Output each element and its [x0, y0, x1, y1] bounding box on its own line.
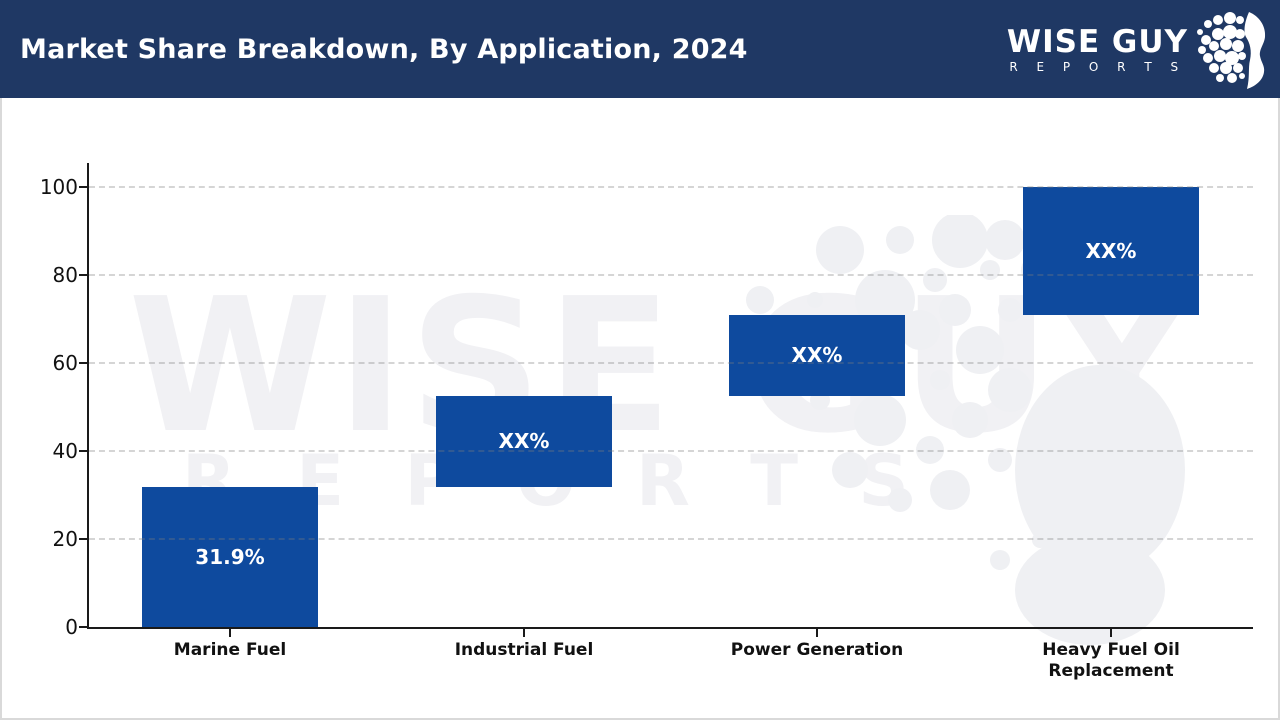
- watermark-text: WISE GUY: [128, 258, 1193, 474]
- chart-title: Market Share Breakdown, By Application, …: [20, 33, 748, 65]
- bar-industrial-fuel: XX%: [436, 396, 612, 487]
- y-tick-mark: [79, 186, 88, 188]
- bar-value-label: 31.9%: [195, 544, 265, 569]
- y-tick-label: 80: [52, 263, 78, 287]
- bar-power-generation: XX%: [729, 314, 905, 396]
- header-bar: Market Share Breakdown, By Application, …: [0, 0, 1280, 98]
- x-category-label: Power Generation: [730, 640, 904, 660]
- x-tick-mark: [816, 629, 818, 637]
- bar-value-label: XX%: [1085, 238, 1137, 263]
- y-tick-label: 60: [52, 351, 78, 375]
- bar-marine-fuel: 31.9%: [142, 486, 318, 627]
- y-tick-mark: [79, 450, 88, 452]
- gridline: [89, 538, 1253, 540]
- x-category-label: Marine Fuel: [173, 640, 287, 660]
- gridline: [89, 186, 1253, 188]
- x-tick-mark: [229, 629, 231, 637]
- watermark-face-dots-icon: [746, 215, 1185, 645]
- bar-value-label: XX%: [791, 343, 843, 368]
- y-tick-label: 20: [52, 527, 78, 551]
- frame-border-left: [0, 98, 2, 720]
- y-tick-mark: [79, 362, 88, 364]
- brand-face-icon: [1197, 12, 1266, 89]
- y-tick-mark: [79, 626, 88, 628]
- x-category-label: Heavy Fuel Oil Replacement: [1042, 640, 1180, 682]
- brand-name: WISE GUY: [1006, 23, 1188, 60]
- y-tick-label: 100: [39, 175, 78, 199]
- y-tick-label: 40: [52, 439, 78, 463]
- brand-logo: WISE GUY R E P O R T S: [1007, 9, 1266, 91]
- brand-logo-text: WISE GUY R E P O R T S: [1007, 26, 1188, 75]
- y-axis-line: [87, 163, 89, 629]
- frame-border-right: [1278, 98, 1280, 720]
- x-tick-mark: [523, 629, 525, 637]
- brand-subtitle: R E P O R T S: [1009, 60, 1186, 75]
- x-tick-mark: [1110, 629, 1112, 637]
- bar-value-label: XX%: [498, 429, 550, 454]
- y-tick-label: 0: [65, 615, 78, 639]
- bar-heavy-fuel-oil-replacement: XX%: [1023, 187, 1199, 315]
- x-axis-line: [87, 627, 1253, 629]
- x-category-label: Industrial Fuel: [454, 640, 594, 660]
- gridline: [89, 274, 1253, 276]
- y-tick-mark: [79, 274, 88, 276]
- y-tick-mark: [79, 538, 88, 540]
- gridline: [89, 450, 1253, 452]
- frame-border-bottom: [0, 718, 1280, 720]
- gridline: [89, 362, 1253, 364]
